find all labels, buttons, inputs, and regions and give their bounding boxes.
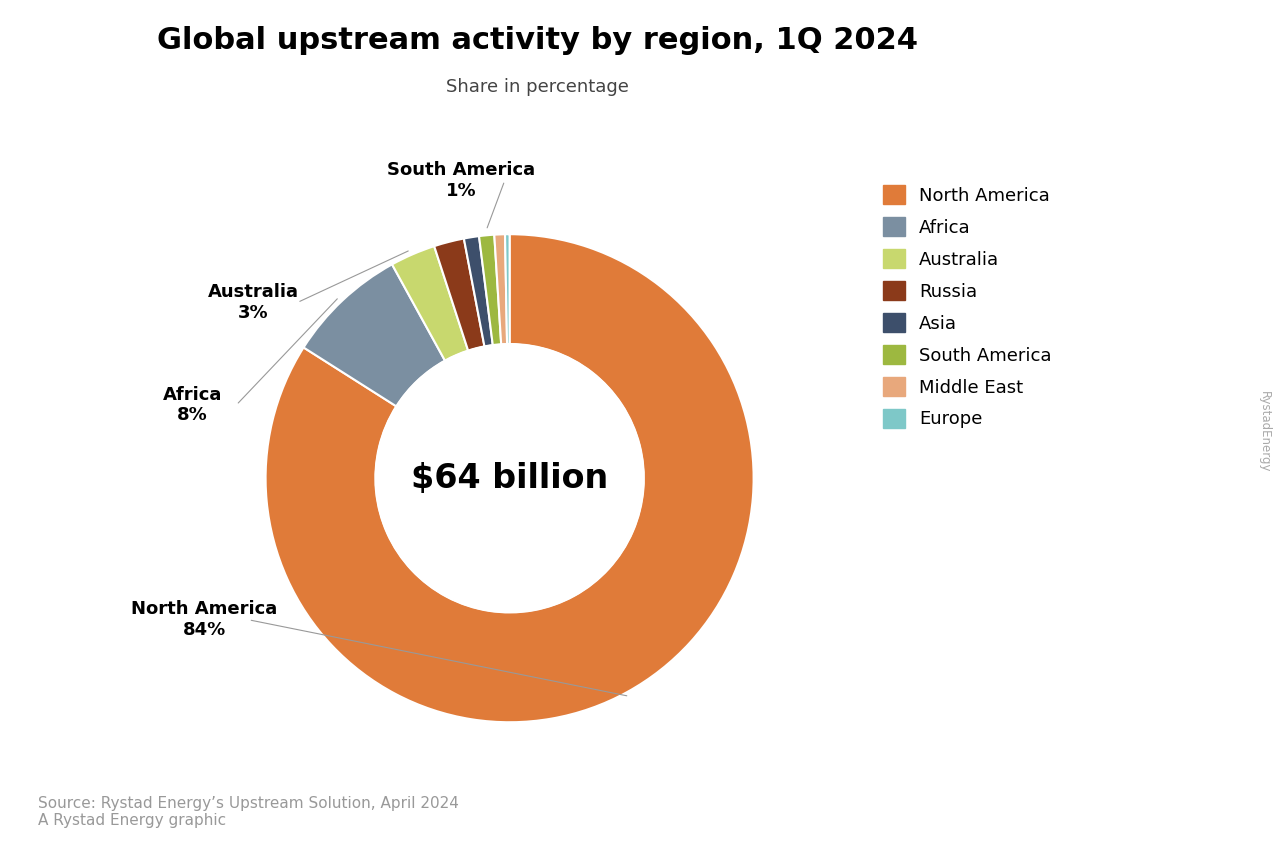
Text: Share in percentage: Share in percentage — [447, 78, 628, 96]
Wedge shape — [494, 234, 507, 344]
Text: Africa
8%: Africa 8% — [163, 386, 221, 425]
Wedge shape — [506, 234, 509, 344]
Text: North America
84%: North America 84% — [132, 601, 278, 639]
Text: South America
1%: South America 1% — [387, 161, 535, 200]
Text: Source: Rystad Energy’s Upstream Solution, April 2024
A Rystad Energy graphic: Source: Rystad Energy’s Upstream Solutio… — [38, 796, 460, 828]
Text: Australia
3%: Australia 3% — [207, 283, 300, 322]
Wedge shape — [392, 246, 468, 361]
Wedge shape — [265, 234, 754, 722]
Circle shape — [375, 344, 644, 613]
Wedge shape — [434, 238, 484, 350]
Wedge shape — [303, 264, 445, 406]
Wedge shape — [479, 235, 502, 345]
Wedge shape — [463, 236, 493, 346]
Legend: North America, Africa, Australia, Russia, Asia, South America, Middle East, Euro: North America, Africa, Australia, Russia… — [879, 181, 1055, 432]
Text: RystadEnergy: RystadEnergy — [1258, 391, 1271, 472]
Text: Global upstream activity by region, 1Q 2024: Global upstream activity by region, 1Q 2… — [157, 26, 918, 55]
Text: $64 billion: $64 billion — [411, 462, 608, 494]
